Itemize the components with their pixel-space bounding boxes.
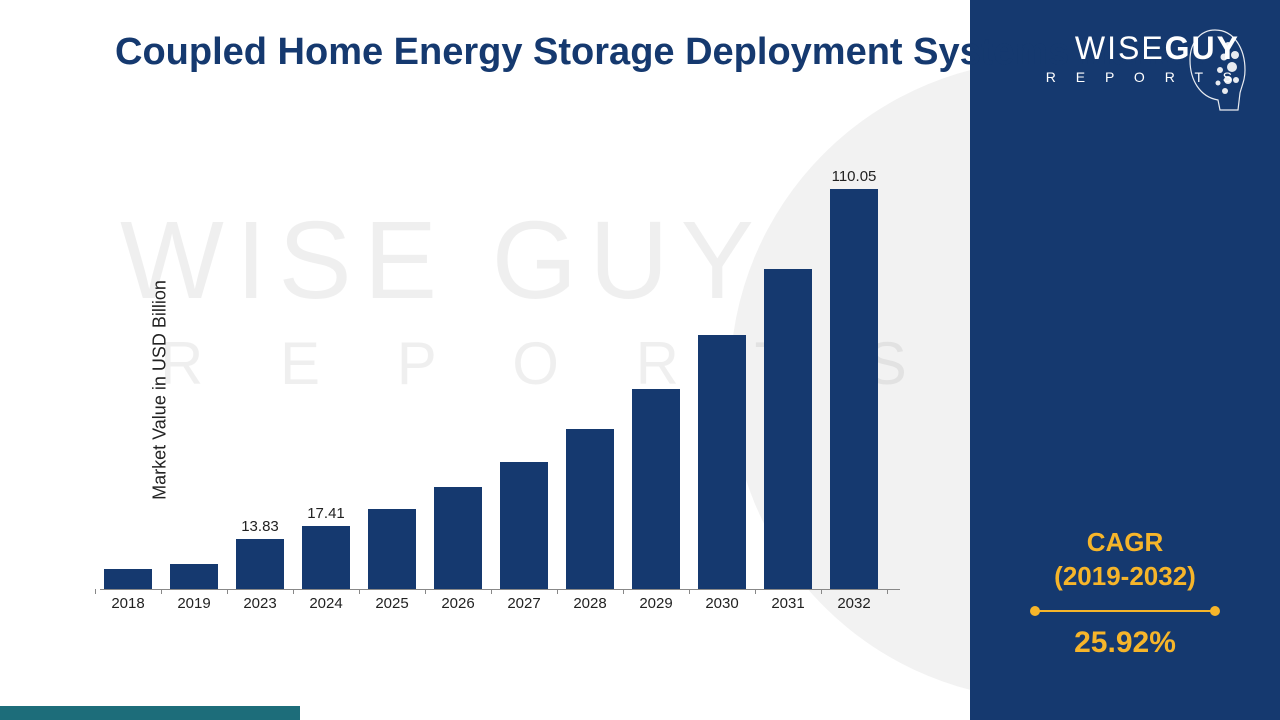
x-tick-label: 2023 bbox=[236, 595, 284, 612]
bar bbox=[170, 564, 218, 589]
x-tick bbox=[755, 589, 756, 594]
x-tick-label: 2024 bbox=[302, 595, 350, 612]
x-tick-label: 2032 bbox=[830, 595, 878, 612]
chart-canvas: Coupled Home Energy Storage Deployment S… bbox=[0, 0, 1280, 720]
x-tick-label: 2031 bbox=[764, 595, 812, 612]
x-tick bbox=[95, 589, 96, 594]
head-icon bbox=[1180, 25, 1250, 115]
x-tick-label: 2018 bbox=[104, 595, 152, 612]
bar-value-label: 17.41 bbox=[302, 505, 350, 522]
plot-area: 2018201913.83202317.41202420252026202720… bbox=[100, 190, 900, 590]
x-tick bbox=[425, 589, 426, 594]
x-tick-label: 2028 bbox=[566, 595, 614, 612]
cagr-divider bbox=[1035, 610, 1215, 612]
bar bbox=[104, 569, 152, 589]
x-tick-label: 2026 bbox=[434, 595, 482, 612]
bar bbox=[302, 526, 350, 589]
bar bbox=[500, 462, 548, 589]
x-tick-label: 2025 bbox=[368, 595, 416, 612]
bar bbox=[368, 509, 416, 589]
bar-value-label: 110.05 bbox=[830, 168, 878, 185]
x-tick bbox=[557, 589, 558, 594]
x-tick bbox=[227, 589, 228, 594]
cagr-value: 25.92% bbox=[1010, 626, 1240, 660]
bar bbox=[236, 539, 284, 589]
x-tick bbox=[293, 589, 294, 594]
x-tick-label: 2030 bbox=[698, 595, 746, 612]
x-tick-label: 2027 bbox=[500, 595, 548, 612]
cagr-block: CAGR (2019-2032) 25.92% bbox=[1010, 526, 1240, 660]
x-tick-label: 2029 bbox=[632, 595, 680, 612]
x-tick bbox=[821, 589, 822, 594]
x-tick-label: 2019 bbox=[170, 595, 218, 612]
bar bbox=[764, 269, 812, 589]
brand-logo: WISEGUY R E P O R T S bbox=[1046, 30, 1240, 85]
x-tick bbox=[359, 589, 360, 594]
x-tick bbox=[887, 589, 888, 594]
bar-value-label: 13.83 bbox=[236, 518, 284, 535]
x-tick bbox=[623, 589, 624, 594]
x-tick bbox=[161, 589, 162, 594]
bar bbox=[632, 389, 680, 589]
bar bbox=[566, 429, 614, 589]
cagr-label: CAGR (2019-2032) bbox=[1010, 526, 1240, 594]
bottom-accent-bar bbox=[0, 706, 300, 720]
chart-title: Coupled Home Energy Storage Deployment S… bbox=[115, 30, 1203, 76]
bar-chart: Market Value in USD Billion 2018201913.8… bbox=[90, 160, 910, 620]
logo-word-1: WISE bbox=[1075, 30, 1165, 66]
bar bbox=[698, 335, 746, 589]
bar bbox=[434, 487, 482, 589]
x-tick bbox=[689, 589, 690, 594]
cagr-label-text: CAGR bbox=[1087, 527, 1164, 557]
cagr-period: (2019-2032) bbox=[1054, 561, 1196, 591]
bar bbox=[830, 189, 878, 589]
x-tick bbox=[491, 589, 492, 594]
